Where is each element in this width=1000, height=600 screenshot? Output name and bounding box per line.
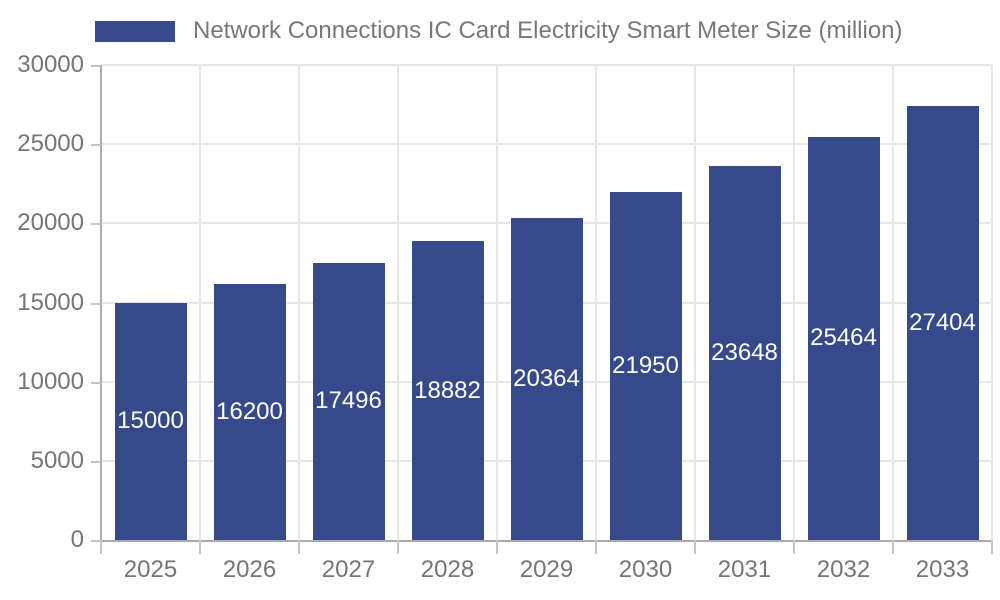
y-axis-tick (91, 302, 101, 305)
y-axis-line (100, 65, 102, 540)
bar[interactable]: 25464 (807, 136, 880, 540)
y-tick-label: 20000 (17, 209, 84, 237)
bar-value-label: 15000 (117, 407, 184, 435)
y-axis-tick (91, 460, 101, 463)
bar-value-label: 23648 (711, 338, 778, 366)
gridline-vertical (199, 65, 201, 540)
x-axis-tick (694, 540, 696, 554)
bar-value-label: 16200 (216, 397, 283, 425)
x-tick-label: 2026 (222, 556, 277, 583)
x-tick-label: 2025 (123, 556, 178, 583)
bar-value-label: 21950 (612, 352, 679, 380)
gridline-horizontal (101, 143, 992, 146)
bar-value-label: 27404 (909, 309, 976, 337)
y-tick-label: 0 (70, 526, 84, 553)
x-tick-label: 2028 (420, 556, 475, 583)
legend-label: Network Connections IC Card Electricity … (193, 17, 903, 44)
x-tick-label: 2032 (816, 556, 871, 583)
x-tick-label: 2029 (519, 556, 574, 583)
gridline-vertical (595, 65, 597, 540)
gridline-vertical (298, 65, 300, 540)
x-axis-tick (298, 540, 300, 554)
bar[interactable]: 23648 (708, 165, 781, 540)
legend[interactable]: Network Connections IC Card Electricity … (95, 10, 903, 52)
bar-value-label: 20364 (513, 364, 580, 392)
y-tick-label: 25000 (17, 130, 84, 158)
gridline-vertical (694, 65, 696, 540)
x-axis-line (100, 540, 993, 542)
x-axis-tick (199, 540, 201, 554)
y-axis-tick (91, 223, 101, 226)
x-axis-tick (892, 540, 894, 554)
bar[interactable]: 21950 (609, 192, 682, 540)
gridline-vertical (496, 65, 498, 540)
bar[interactable]: 17496 (312, 262, 385, 540)
y-axis-tick (91, 381, 101, 384)
x-axis-tick (496, 540, 498, 554)
bar[interactable]: 15000 (114, 302, 187, 540)
y-tick-label: 5000 (30, 446, 84, 474)
x-tick-label: 2027 (321, 556, 376, 583)
gridline-vertical (397, 65, 399, 540)
bar[interactable]: 18882 (411, 241, 484, 540)
x-axis-tick (793, 540, 795, 554)
y-tick-label: 30000 (17, 51, 84, 78)
bar[interactable]: 16200 (213, 283, 286, 540)
x-axis-tick (595, 540, 597, 554)
x-axis-tick (991, 540, 993, 554)
gridline-vertical (892, 65, 894, 540)
y-axis-tick (91, 540, 101, 542)
bar[interactable]: 27404 (906, 106, 979, 540)
y-axis-tick (91, 65, 101, 67)
bar-value-label: 17496 (315, 387, 382, 415)
y-axis-tick (91, 144, 101, 147)
gridline-horizontal (101, 64, 992, 66)
y-tick-label: 15000 (17, 288, 84, 316)
x-axis-tick (100, 540, 102, 554)
x-axis-tick (397, 540, 399, 554)
x-tick-label: 2030 (618, 556, 673, 583)
gridline-vertical (793, 65, 795, 540)
bar[interactable]: 20364 (510, 217, 583, 540)
gridline-vertical (991, 65, 993, 540)
legend-swatch-icon (95, 20, 175, 42)
bar-value-label: 25464 (810, 324, 877, 352)
x-tick-label: 2033 (915, 556, 970, 583)
bar-value-label: 18882 (414, 376, 481, 404)
y-tick-label: 10000 (17, 367, 84, 395)
x-tick-label: 2031 (717, 556, 772, 583)
